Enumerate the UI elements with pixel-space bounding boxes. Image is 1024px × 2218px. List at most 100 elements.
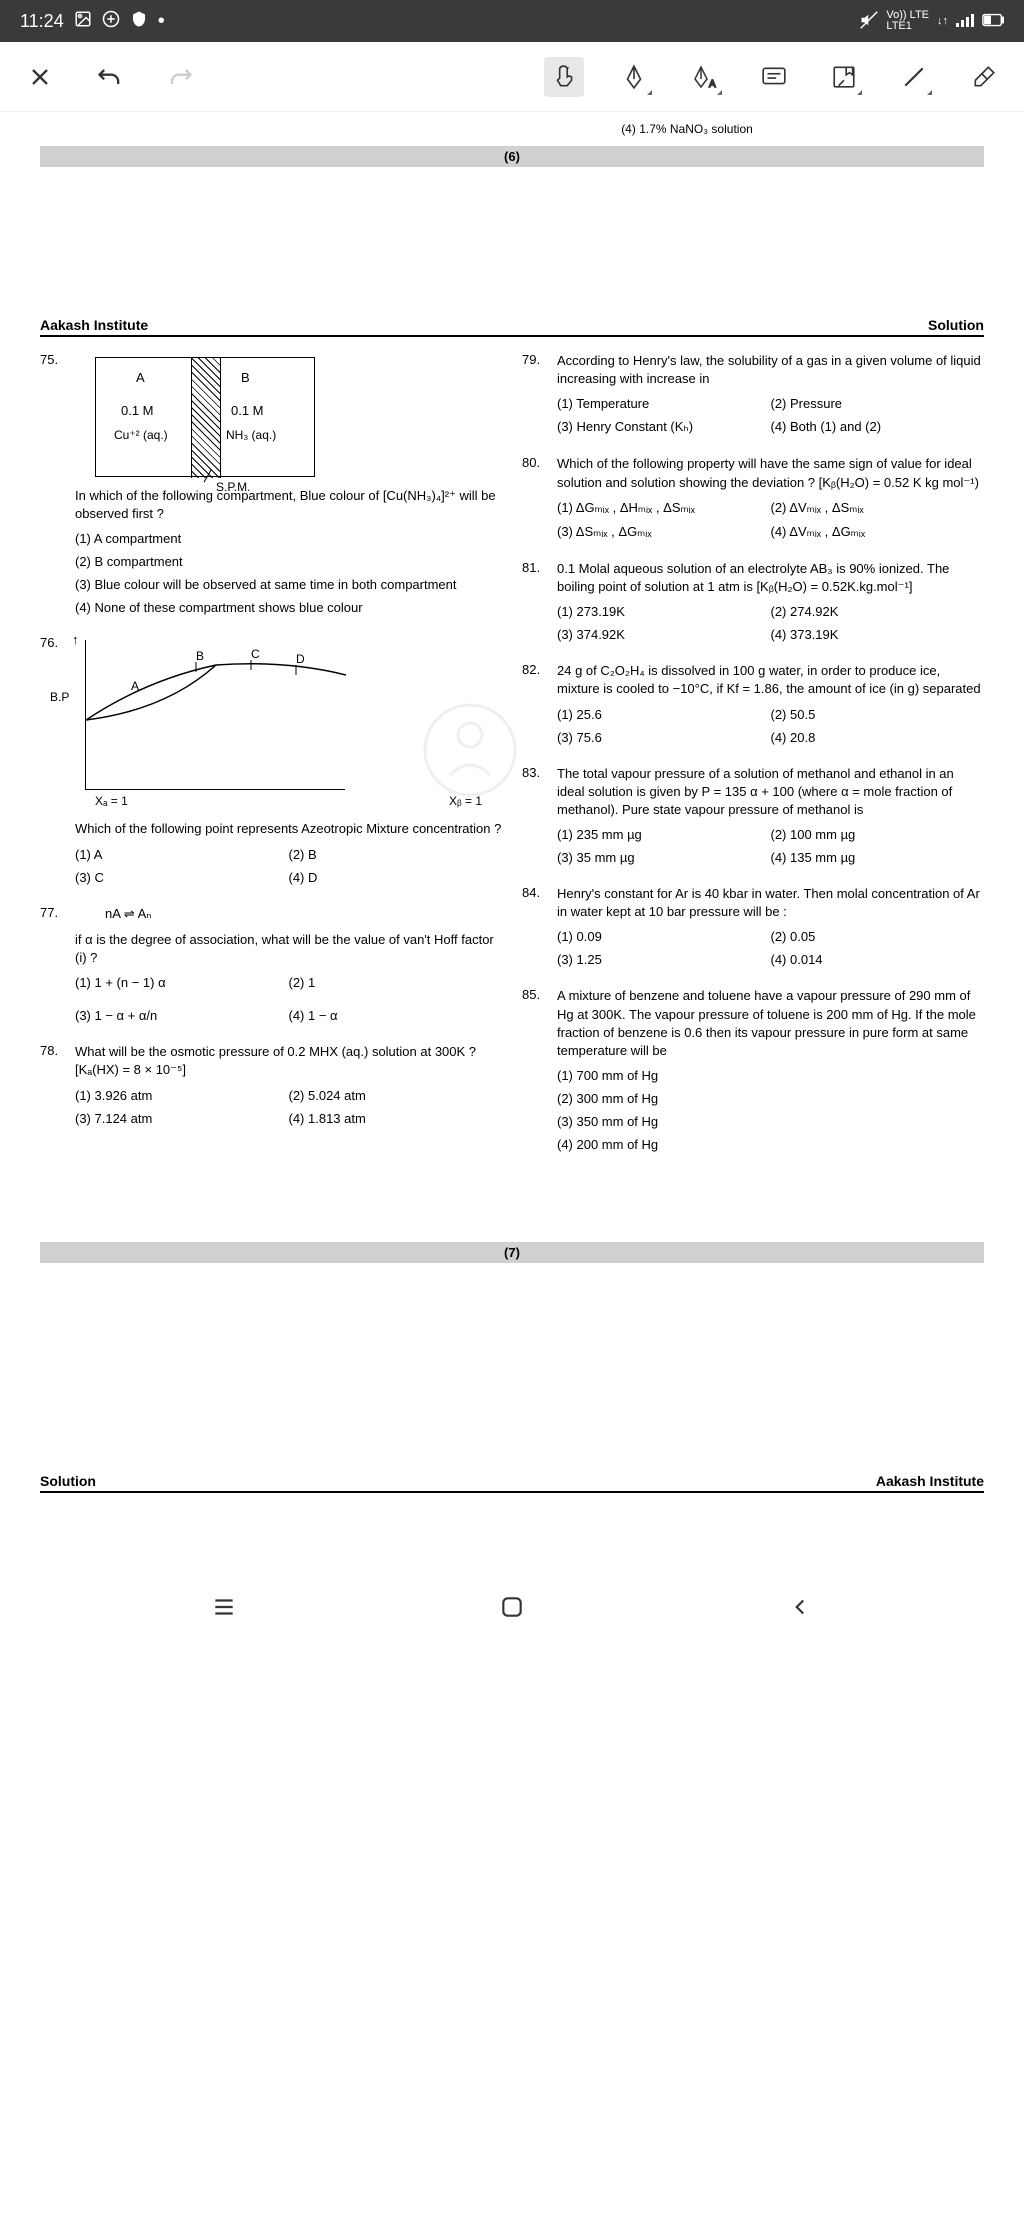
q83-opt4[interactable]: (4) 135 mm µg	[771, 850, 985, 865]
right-column: 79. According to Henry's law, the solubi…	[522, 352, 984, 1172]
q85-opt4[interactable]: (4) 200 mm of Hg	[557, 1137, 984, 1152]
q75-spm-label: S.P.M.	[216, 480, 250, 494]
q82-text: 24 g of C₂O₂H₄ is dissolved in 100 g wat…	[557, 662, 984, 698]
line-icon[interactable]	[894, 57, 934, 97]
redo-button[interactable]	[160, 57, 200, 97]
q80-opt4[interactable]: (4) ΔVₘᵢₓ , ΔGₘᵢₓ	[771, 524, 985, 540]
svg-text:B: B	[196, 649, 204, 663]
q81-opt3[interactable]: (3) 374.92K	[557, 627, 771, 642]
undo-button[interactable]	[90, 57, 130, 97]
svg-text:D: D	[296, 652, 305, 666]
q83-opt2[interactable]: (2) 100 mm µg	[771, 827, 985, 842]
q77-opt2[interactable]: (2) 1	[289, 975, 503, 990]
eraser-icon[interactable]	[964, 57, 1004, 97]
nav-bar	[0, 1573, 1024, 1643]
question-75: 75. A B 0.1 M 0.1 M Cu⁺² (aq.) NH₃ (aq.)…	[40, 352, 502, 615]
page-header: Aakash Institute Solution	[40, 317, 984, 337]
q75-opt3[interactable]: (3) Blue colour will be observed at same…	[75, 577, 502, 592]
q81-opt4[interactable]: (4) 373.19K	[771, 627, 985, 642]
q77-opt4[interactable]: (4) 1 − α	[289, 1008, 503, 1023]
q83-opt3[interactable]: (3) 35 mm µg	[557, 850, 771, 865]
q79-opt3[interactable]: (3) Henry Constant (Kₕ)	[557, 419, 771, 435]
q85-opt3[interactable]: (3) 350 mm of Hg	[557, 1114, 984, 1129]
q85-text: A mixture of benzene and toluene have a …	[557, 987, 984, 1060]
question-79: 79. According to Henry's law, the solubi…	[522, 352, 984, 435]
q81-opt1[interactable]: (1) 273.19K	[557, 604, 771, 619]
q85-opt2[interactable]: (2) 300 mm of Hg	[557, 1091, 984, 1106]
comment-icon[interactable]	[754, 57, 794, 97]
q76-opt1[interactable]: (1) A	[75, 847, 289, 862]
question-82: 82. 24 g of C₂O₂H₄ is dissolved in 100 g…	[522, 662, 984, 744]
q82-opt2[interactable]: (2) 50.5	[771, 707, 985, 722]
q78-num: 78.	[40, 1043, 75, 1125]
q82-opt4[interactable]: (4) 20.8	[771, 730, 985, 745]
question-83: 83. The total vapour pressure of a solut…	[522, 765, 984, 866]
q76-opt2[interactable]: (2) B	[289, 847, 503, 862]
q75-diagram: A B 0.1 M 0.1 M Cu⁺² (aq.) NH₃ (aq.) S.P…	[95, 357, 315, 477]
shield-icon	[130, 10, 148, 33]
q75-opt1[interactable]: (1) A compartment	[75, 531, 502, 546]
q81-opt2[interactable]: (2) 274.92K	[771, 604, 985, 619]
q83-text: The total vapour pressure of a solution …	[557, 765, 984, 820]
q75-text: In which of the following compartment, B…	[75, 487, 502, 523]
q75-molar-left: 0.1 M	[121, 403, 154, 418]
footer-solution: Solution	[40, 1473, 96, 1489]
q75-molar-right: 0.1 M	[231, 403, 264, 418]
q84-opt3[interactable]: (3) 1.25	[557, 952, 771, 967]
status-right: Vo)) LTE LTE1 ↓↑	[860, 10, 1004, 32]
q78-opt2[interactable]: (2) 5.024 atm	[289, 1088, 503, 1103]
q79-opt4[interactable]: (4) Both (1) and (2)	[771, 419, 985, 435]
toolbar: A	[0, 42, 1024, 112]
signal-icon	[956, 13, 974, 30]
q84-opt1[interactable]: (1) 0.09	[557, 929, 771, 944]
q79-opt1[interactable]: (1) Temperature	[557, 396, 771, 411]
q78-opt1[interactable]: (1) 3.926 atm	[75, 1088, 289, 1103]
q76-opt4[interactable]: (4) D	[289, 870, 503, 885]
question-78: 78. What will be the osmotic pressure of…	[40, 1043, 502, 1125]
up-arrow-icon: ↑	[72, 632, 79, 647]
q83-opt1[interactable]: (1) 235 mm µg	[557, 827, 771, 842]
q79-text: According to Henry's law, the solubility…	[557, 352, 984, 388]
touch-icon[interactable]	[544, 57, 584, 97]
mute-icon	[860, 11, 878, 32]
q80-opt1[interactable]: (1) ΔGₘᵢₓ , ΔHₘᵢₓ , ΔSₘᵢₓ	[557, 500, 771, 516]
q80-num: 80.	[522, 455, 557, 539]
home-button[interactable]	[499, 1594, 525, 1623]
back-button[interactable]	[787, 1594, 813, 1623]
page-number-6: (6)	[40, 146, 984, 167]
highlighter-icon[interactable]: A	[684, 57, 724, 97]
q75-opt4[interactable]: (4) None of these compartment shows blue…	[75, 600, 502, 615]
q75-cu-label: Cu⁺² (aq.)	[114, 428, 168, 442]
q76-opt3[interactable]: (3) C	[75, 870, 289, 885]
recents-button[interactable]	[211, 1594, 237, 1623]
q77-eq: nA ⇌ Aₙ	[105, 905, 502, 923]
q84-opt4[interactable]: (4) 0.014	[771, 952, 985, 967]
q81-num: 81.	[522, 560, 557, 642]
q85-opt1[interactable]: (1) 700 mm of Hg	[557, 1068, 984, 1083]
q82-opt1[interactable]: (1) 25.6	[557, 707, 771, 722]
q78-text: What will be the osmotic pressure of 0.2…	[75, 1043, 502, 1079]
q78-opt3[interactable]: (3) 7.124 atm	[75, 1111, 289, 1126]
battery-icon	[982, 13, 1004, 30]
close-button[interactable]	[20, 57, 60, 97]
pen-tool-icon[interactable]	[614, 57, 654, 97]
q76-xa-label: Xₐ = 1	[95, 794, 128, 808]
dot-icon: •	[158, 10, 165, 33]
status-bar: 11:24 • Vo)) LTE LTE1 ↓↑	[0, 0, 1024, 42]
note-icon[interactable]	[824, 57, 864, 97]
circle-plus-icon	[102, 10, 120, 33]
q80-opt2[interactable]: (2) ΔVₘᵢₓ , ΔSₘᵢₓ	[771, 500, 985, 516]
q80-opt3[interactable]: (3) ΔSₘᵢₓ , ΔGₘᵢₓ	[557, 524, 771, 540]
q75-num: 75.	[40, 352, 75, 615]
q76-num: 76.	[40, 635, 75, 884]
page-number-7: (7)	[40, 1242, 984, 1263]
q82-opt3[interactable]: (3) 75.6	[557, 730, 771, 745]
q84-opt2[interactable]: (2) 0.05	[771, 929, 985, 944]
q78-opt4[interactable]: (4) 1.813 atm	[289, 1111, 503, 1126]
q77-opt1[interactable]: (1) 1 + (n − 1) α	[75, 975, 289, 990]
q77-opt3[interactable]: (3) 1 − α + α/n	[75, 1008, 289, 1023]
q76-text: Which of the following point represents …	[75, 820, 502, 838]
q79-opt2[interactable]: (2) Pressure	[771, 396, 985, 411]
q75-opt2[interactable]: (2) B compartment	[75, 554, 502, 569]
status-left: 11:24 •	[20, 10, 165, 33]
